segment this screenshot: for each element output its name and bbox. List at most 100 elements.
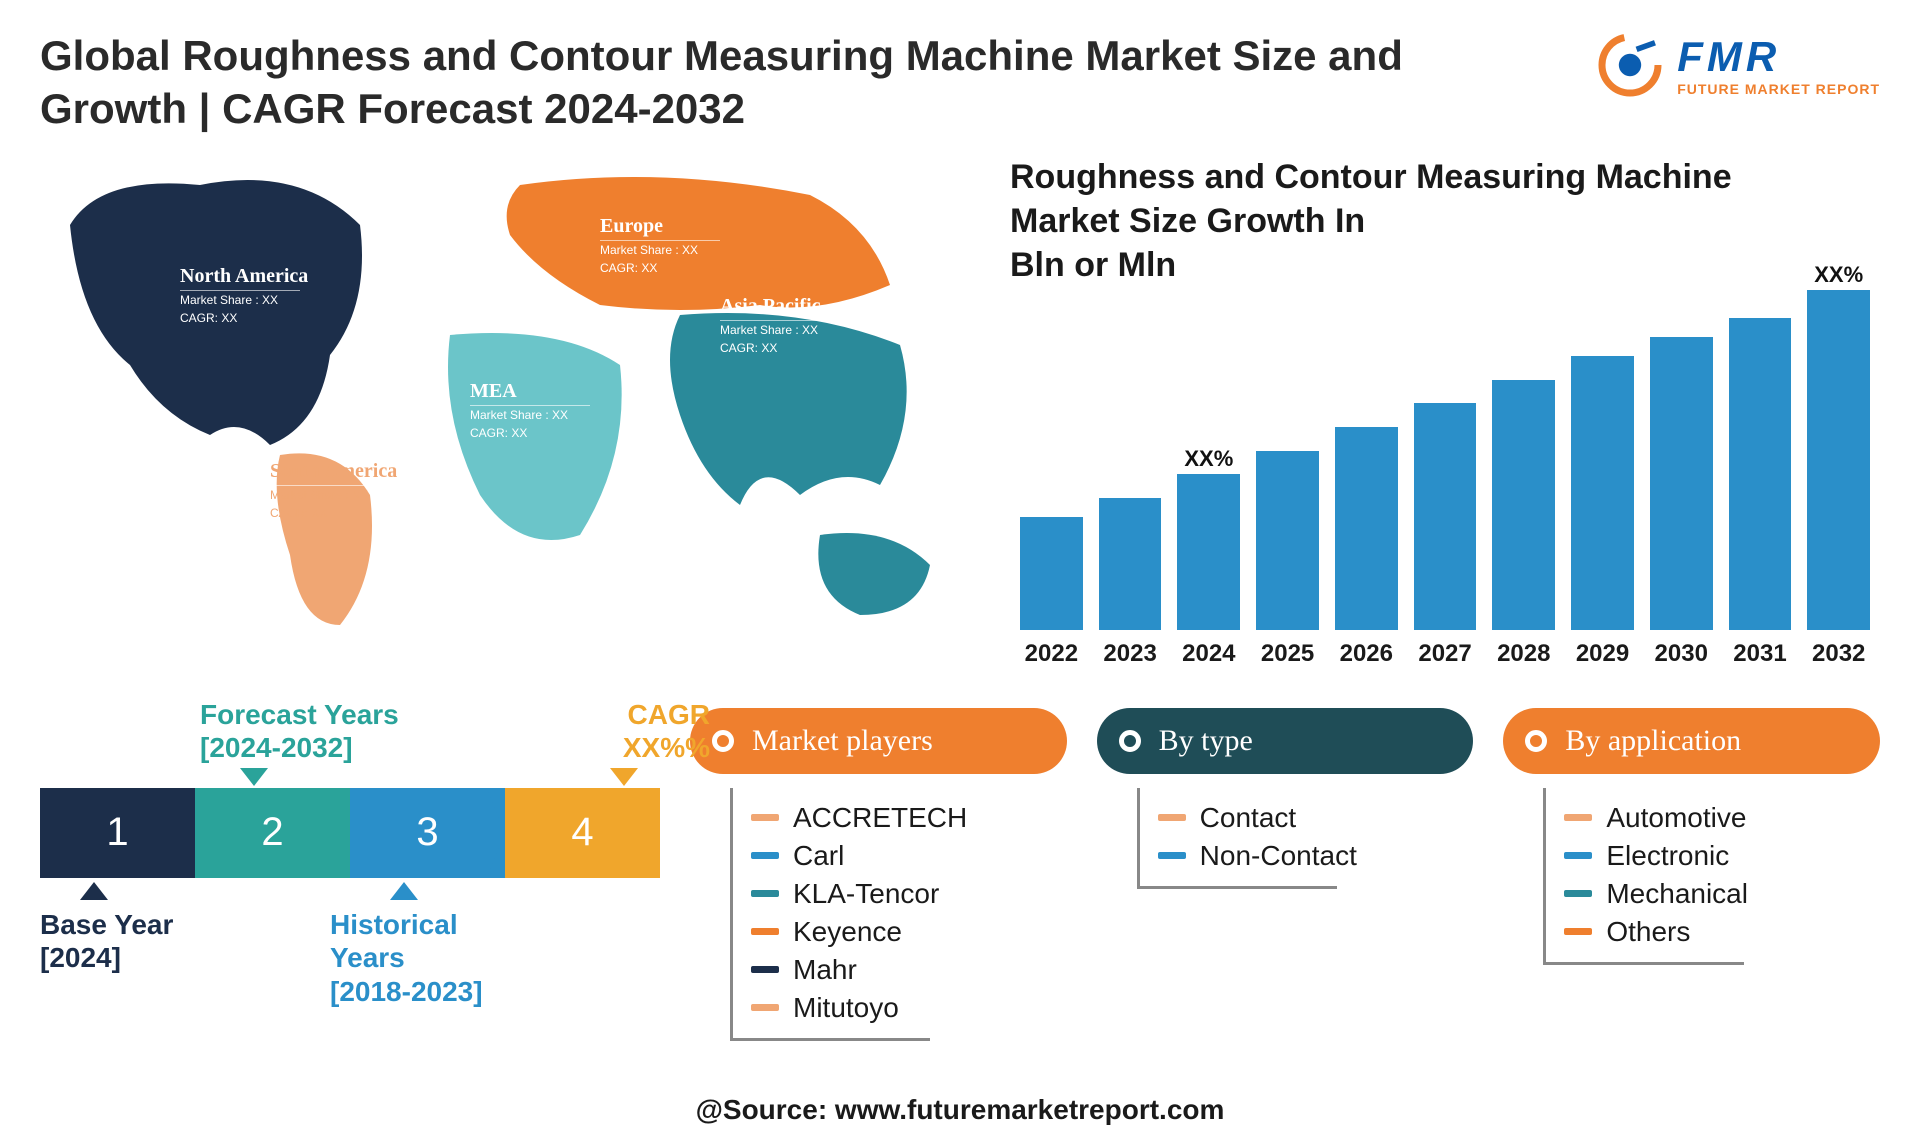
bar-2028: 2028 (1492, 380, 1555, 668)
bar-year-2030: 2030 (1655, 640, 1708, 668)
cagr-label: CAGR (628, 699, 710, 730)
list-item-label: Keyence (793, 916, 902, 948)
list-item-label: ACCRETECH (793, 802, 967, 834)
region-name-mea: MEA (470, 380, 590, 403)
pill-dot-icon (1119, 730, 1141, 752)
list-item-label: Non-Contact (1200, 840, 1357, 872)
category-title-1: By type (1159, 724, 1253, 758)
category-title-0: Market players (752, 724, 933, 758)
bullet-icon (751, 852, 779, 859)
region-share-mea: Market Share : XX (470, 408, 590, 424)
bar-rect-2032 (1807, 290, 1870, 630)
list-item: Electronic (1564, 840, 1880, 872)
region-name-eu: Europe (600, 215, 720, 238)
growth-bar-chart: Roughness and Contour Measuring Machine … (1010, 155, 1880, 668)
category-pill-0: Market players (690, 708, 1067, 774)
region-name-na: North America (180, 265, 308, 288)
region-cagr-ap: CAGR: XX (720, 341, 840, 357)
bar-year-2027: 2027 (1418, 640, 1471, 668)
list-item-label: Mahr (793, 954, 857, 986)
bar-rect-2030 (1650, 337, 1713, 630)
list-item: Mechanical (1564, 878, 1880, 910)
base-year-label: Base Year (40, 909, 173, 940)
bar-value-label-2032: XX% (1814, 262, 1863, 288)
category-pill-2: By application (1503, 708, 1880, 774)
timeline-seg-1: 1 (40, 788, 195, 878)
fmr-logo: FMR FUTURE MARKET REPORT (1595, 30, 1880, 100)
bar-2023: 2023 (1099, 498, 1162, 668)
category-2: By application Automotive Electronic Mechan… (1503, 708, 1880, 1038)
region-share-sa: Market Share : XX (270, 488, 397, 504)
list-item-label: Mitutoyo (793, 992, 899, 1024)
region-label-eu: EuropeMarket Share : XXCAGR: XX (600, 215, 720, 276)
bar-2025: 2025 (1256, 451, 1319, 668)
source-attribution: @Source: www.futuremarketreport.com (696, 1094, 1225, 1126)
chart-title-l1: Roughness and Contour Measuring Machine (1010, 155, 1880, 199)
map-region-ap-aus (818, 533, 930, 615)
bullet-icon (751, 966, 779, 973)
logo-text-small: FUTURE MARKET REPORT (1677, 81, 1880, 97)
category-pill-1: By type (1097, 708, 1474, 774)
bar-year-2029: 2029 (1576, 640, 1629, 668)
region-share-ap: Market Share : XX (720, 323, 840, 339)
category-title-2: By application (1565, 724, 1741, 758)
bar-rect-2028 (1492, 380, 1555, 630)
forecast-years-value: [2024-2032] (200, 732, 353, 763)
bullet-icon (751, 928, 779, 935)
timeline-seg-4: 4 (505, 788, 660, 878)
list-item-label: Mechanical (1606, 878, 1748, 910)
logo-text-big: FMR (1677, 33, 1880, 81)
bullet-icon (751, 814, 779, 821)
bar-2022: 2022 (1020, 517, 1083, 668)
category-1: By type ContactNon-Contact (1097, 708, 1474, 1038)
bar-rect-2029 (1571, 356, 1634, 630)
bar-value-label-2024: XX% (1184, 446, 1233, 472)
list-item: KLA-Tencor (751, 878, 1067, 910)
region-share-na: Market Share : XX (180, 293, 308, 309)
timeline: Forecast Years [2024-2032] CAGR XX%% 123… (40, 708, 660, 878)
list-item-label: Others (1606, 916, 1690, 948)
bar-year-2022: 2022 (1025, 640, 1078, 668)
timeline-seg-3: 3 (350, 788, 505, 878)
chart-title-l3: Bln or Mln (1010, 243, 1880, 287)
region-cagr-eu: CAGR: XX (600, 261, 720, 277)
bar-2026: 2026 (1335, 427, 1398, 668)
timeline-seg-2: 2 (195, 788, 350, 878)
region-label-ap: Asia PacificMarket Share : XXCAGR: XX (720, 295, 840, 356)
category-0: Market playersACCRETECHCarlKLA-TencorKey… (690, 708, 1067, 1038)
bar-rect-2026 (1335, 427, 1398, 630)
bar-rect-2025 (1256, 451, 1319, 630)
bar-year-2026: 2026 (1340, 640, 1393, 668)
bar-2032: XX%2032 (1807, 290, 1870, 668)
list-item: Non-Contact (1158, 840, 1474, 872)
forecast-years-label: Forecast Years (200, 699, 399, 730)
region-cagr-na: CAGR: XX (180, 311, 308, 327)
bar-year-2024: 2024 (1182, 640, 1235, 668)
historical-years-label: Historical Years (330, 909, 458, 974)
bar-2031: 2031 (1729, 318, 1792, 668)
category-list-1: ContactNon-Contact (1137, 788, 1474, 886)
list-item-label: KLA-Tencor (793, 878, 939, 910)
bullet-icon (1158, 814, 1186, 821)
bar-rect-2022 (1020, 517, 1083, 630)
bar-year-2025: 2025 (1261, 640, 1314, 668)
bar-2029: 2029 (1571, 356, 1634, 668)
region-cagr-sa: CAGR: XX (270, 506, 397, 522)
list-item: Keyence (751, 916, 1067, 948)
bullet-icon (1564, 928, 1592, 935)
bar-rect-2027 (1414, 403, 1477, 630)
bar-rect-2024 (1177, 474, 1240, 630)
list-item: Automotive (1564, 802, 1880, 834)
bar-year-2032: 2032 (1812, 640, 1865, 668)
world-map: North AmericaMarket Share : XXCAGR: XXSo… (40, 155, 980, 635)
list-item: ACCRETECH (751, 802, 1067, 834)
bar-rect-2023 (1099, 498, 1162, 630)
bar-year-2031: 2031 (1733, 640, 1786, 668)
bar-2027: 2027 (1414, 403, 1477, 668)
cagr-value: XX%% (623, 732, 710, 763)
bullet-icon (1564, 852, 1592, 859)
bar-year-2023: 2023 (1103, 640, 1156, 668)
bar-year-2028: 2028 (1497, 640, 1550, 668)
bullet-icon (751, 890, 779, 897)
base-year-value: [2024] (40, 942, 121, 973)
